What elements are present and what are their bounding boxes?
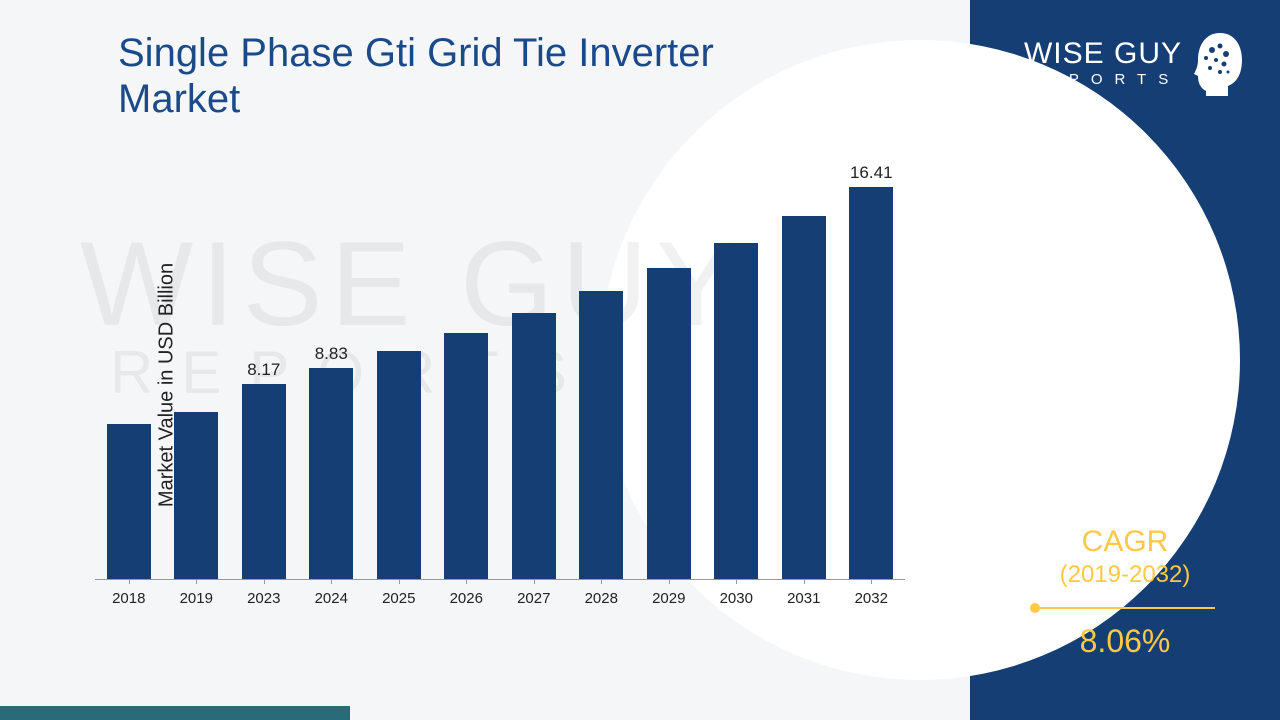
x-tick-label: 2028	[585, 590, 618, 607]
bar	[512, 313, 556, 579]
bar: 16.41	[849, 187, 893, 579]
cagr-divider-line	[1035, 607, 1215, 609]
bar-value-label: 8.83	[315, 344, 348, 364]
x-tick-label: 2027	[517, 590, 550, 607]
x-tick-label: 2023	[247, 590, 280, 607]
bar-value-label: 16.41	[850, 163, 893, 183]
x-tick-label: 2024	[315, 590, 348, 607]
bar: 8.17	[242, 384, 286, 579]
cagr-block: CAGR (2019-2032) 8.06%	[1000, 525, 1250, 660]
bar	[444, 333, 488, 579]
cagr-period: (2019-2032)	[1000, 561, 1250, 589]
x-tick-label: 2025	[382, 590, 415, 607]
bar	[782, 216, 826, 579]
cagr-title: CAGR	[1000, 525, 1250, 559]
bar	[579, 291, 623, 579]
bar	[107, 424, 151, 579]
chart-title: Single Phase Gti Grid Tie Inverter Marke…	[118, 30, 818, 122]
x-tick-label: 2032	[855, 590, 888, 607]
x-tick-label: 2029	[652, 590, 685, 607]
bar	[174, 412, 218, 579]
bar	[647, 268, 691, 579]
bar-chart: Market Value in USD Billion 201820198.17…	[55, 150, 905, 620]
x-tick-label: 2018	[112, 590, 145, 607]
bottom-accent-stripe	[0, 706, 350, 720]
bar: 8.83	[309, 368, 353, 579]
plot-area: 201820198.1720238.8320242025202620272028…	[95, 150, 905, 580]
bar	[377, 351, 421, 579]
bar-value-label: 8.17	[247, 360, 280, 380]
x-tick-label: 2019	[180, 590, 213, 607]
head-profile-icon	[1190, 28, 1250, 98]
x-tick-label: 2026	[450, 590, 483, 607]
cagr-value: 8.06%	[1000, 623, 1250, 660]
logo-sub-text: REPORTS	[1024, 71, 1182, 88]
brand-logo: WISE GUY REPORTS	[1024, 28, 1250, 98]
x-tick-label: 2031	[787, 590, 820, 607]
logo-main-text: WISE GUY	[1024, 39, 1182, 69]
bar	[714, 243, 758, 579]
x-tick-label: 2030	[720, 590, 753, 607]
